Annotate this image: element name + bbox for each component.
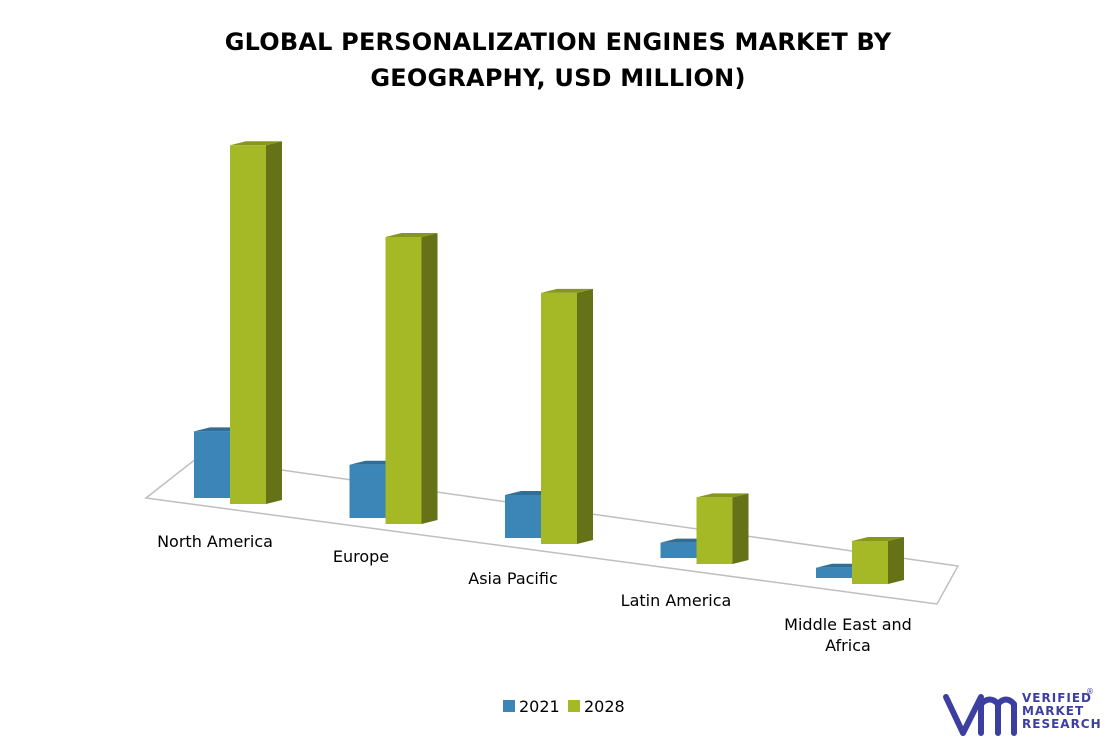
- bar-2028-4: [852, 536, 904, 584]
- category-label-3: Latin America: [621, 591, 732, 610]
- chart-title-line-2: GEOGRAPHY, USD MILLION): [370, 64, 746, 92]
- logo-word-0: VERIFIED: [1022, 691, 1092, 705]
- bar-2028-1: [385, 233, 438, 524]
- legend-swatch-2028: [568, 700, 580, 712]
- bar-2028-0: [230, 141, 282, 504]
- logo-word-2: RESEARCH: [1022, 717, 1102, 731]
- legend-label-2028: 2028: [584, 697, 625, 716]
- chart-title-line-1: GLOBAL PERSONALIZATION ENGINES MARKET BY: [224, 28, 892, 56]
- category-label-2: Asia Pacific: [468, 569, 557, 588]
- bar-2028-2: [541, 288, 593, 544]
- bar-2028-3: [696, 493, 749, 564]
- category-label-1: Europe: [333, 547, 389, 566]
- category-label-4: Middle East and Africa: [784, 615, 912, 655]
- registered-mark: ®: [1086, 687, 1094, 696]
- vmr-logo-mark-icon: [943, 694, 1017, 736]
- logo-word-1: MARKET: [1022, 704, 1084, 718]
- category-label-0: North America: [157, 532, 273, 551]
- legend-swatch-2021: [503, 700, 515, 712]
- legend-label-2021: 2021: [519, 697, 560, 716]
